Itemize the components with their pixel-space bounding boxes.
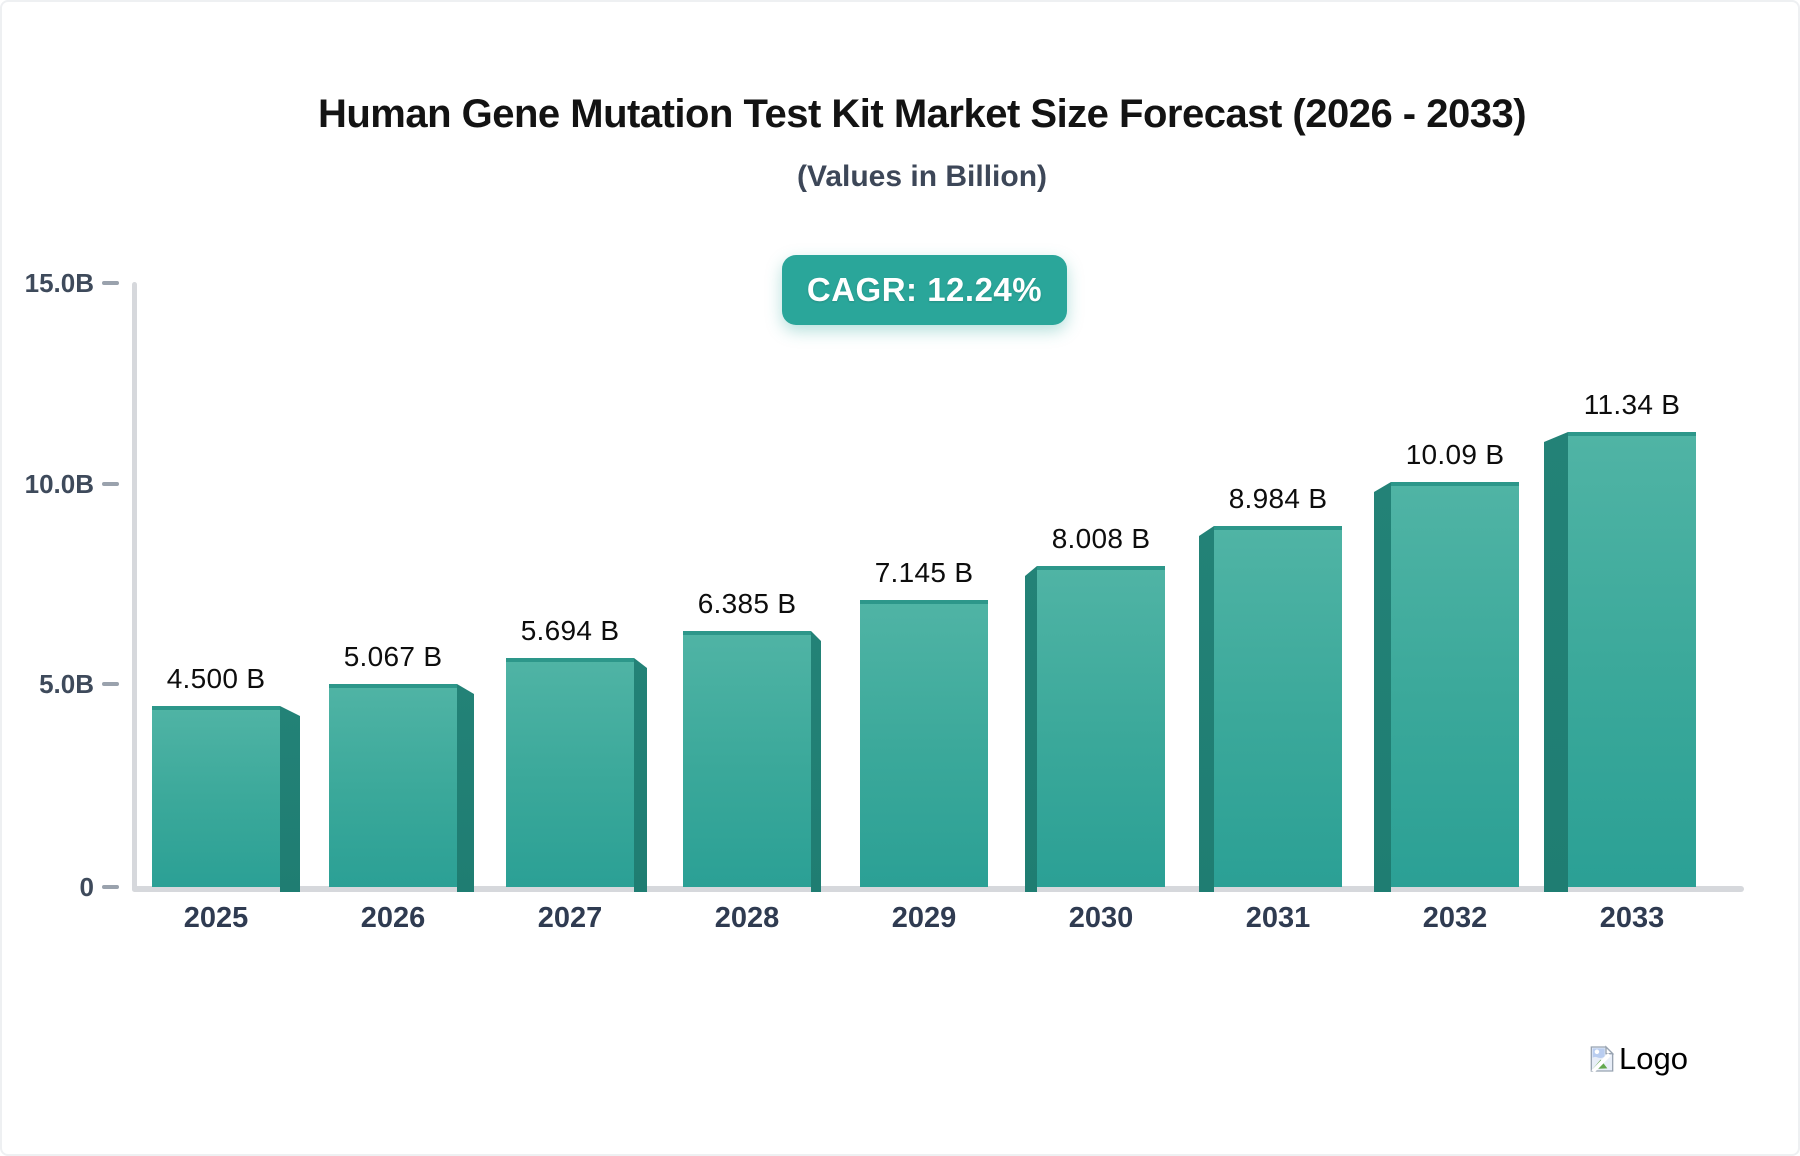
y-axis-tick: [102, 481, 119, 486]
bar-value-label: 5.067 B: [343, 641, 443, 672]
bar-value-label: 8.984 B: [1228, 483, 1328, 514]
x-axis-category-label: 2026: [360, 902, 426, 934]
x-axis-category-label: 2027: [537, 902, 603, 934]
y-axis-tick-label: 15.0B: [24, 268, 94, 298]
bar-value-label: 8.008 B: [1051, 523, 1151, 554]
bar-3d-side: [1374, 482, 1391, 892]
bar-2029: [860, 600, 988, 887]
bar-value-label: 7.145 B: [874, 557, 974, 588]
bar-3d-side: [280, 706, 300, 892]
bar-3d-side: [1544, 432, 1568, 892]
bar-2032: [1391, 482, 1519, 887]
x-axis-baseline: [132, 886, 1744, 892]
bar-top-edge: [506, 658, 634, 662]
bar-top-edge: [683, 631, 811, 635]
logo-broken-image: Logo: [1586, 1042, 1688, 1076]
x-axis-category-label: 2025: [183, 902, 249, 934]
bar-2028: [683, 631, 811, 887]
y-axis-tick-label: 5.0B: [39, 669, 94, 700]
bar-value-label: 11.34 B: [1583, 389, 1681, 420]
bar-value-label: 4.500 B: [166, 663, 266, 694]
bar-top-edge: [1391, 482, 1519, 486]
bar-2025: [152, 706, 280, 887]
logo-alt-text: Logo: [1619, 1041, 1688, 1076]
y-axis-tick-label: 0: [79, 872, 94, 902]
bar-top-edge: [1214, 526, 1342, 530]
y-axis-tick: [102, 281, 119, 285]
bar-2026: [329, 684, 457, 887]
x-axis-category-label: 2030: [1068, 902, 1134, 934]
y-axis-tick-label: 10.0B: [24, 468, 94, 499]
bar-value-label: 6.385 B: [697, 588, 797, 619]
bar-value-label: 10.09 B: [1405, 439, 1505, 470]
x-axis-category-label: 2031: [1245, 902, 1311, 934]
bar-top-edge: [860, 600, 988, 604]
bar-2031: [1214, 526, 1342, 887]
bar-top-edge: [1037, 566, 1165, 570]
x-axis-category-label: 2033: [1599, 902, 1665, 934]
cagr-badge-label: CAGR: 12.24%: [806, 271, 1043, 308]
bar-2030: [1037, 566, 1165, 887]
bar-top-edge: [152, 706, 280, 710]
bar-top-edge: [1568, 432, 1696, 436]
x-axis-category-label: 2032: [1422, 902, 1488, 934]
chart-title: Human Gene Mutation Test Kit Market Size…: [317, 92, 1527, 136]
bar-3d-side: [1025, 566, 1037, 892]
chart-subtitle: (Values in Billion): [796, 160, 1048, 193]
broken-image-icon: [1590, 1045, 1615, 1073]
x-axis-category-label: 2029: [891, 902, 957, 934]
y-axis-tick: [102, 885, 119, 889]
bar-3d-side: [457, 684, 474, 892]
bar-value-label: 5.694 B: [520, 615, 620, 646]
cagr-badge: CAGR: 12.24%: [782, 255, 1067, 325]
bar-2027: [506, 658, 634, 887]
bar-3d-side: [634, 658, 647, 892]
bar-top-edge: [329, 684, 457, 688]
bar-3d-side: [811, 631, 821, 892]
y-axis-line: [132, 282, 137, 892]
bar-3d-side: [1199, 526, 1214, 892]
y-axis-tick: [102, 682, 119, 687]
bar-2033: [1568, 432, 1696, 887]
x-axis-category-label: 2028: [714, 902, 780, 934]
